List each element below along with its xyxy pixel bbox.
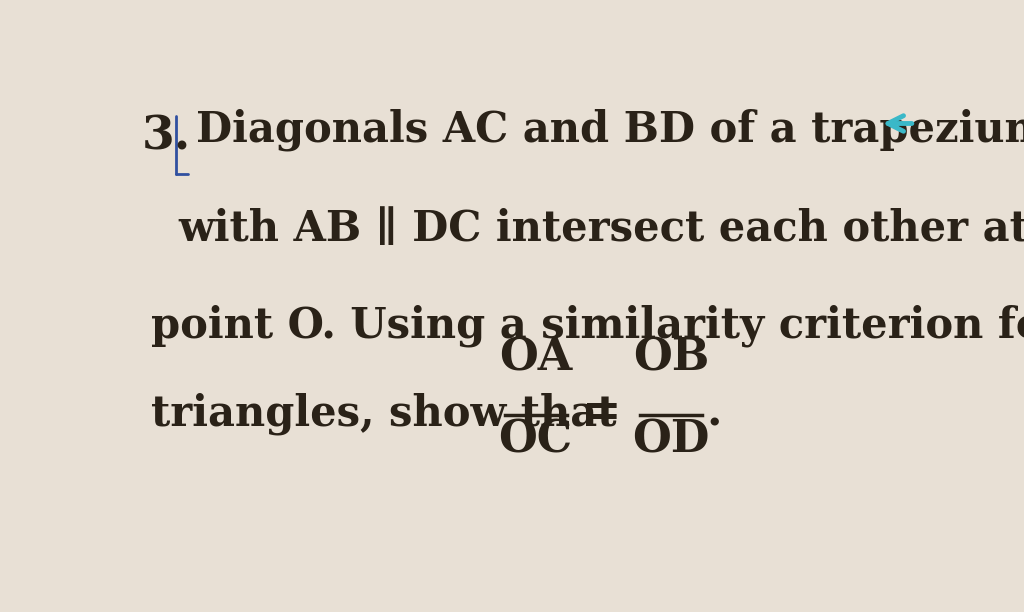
- Text: =: =: [582, 390, 622, 436]
- Text: .: .: [707, 392, 722, 435]
- Text: OD: OD: [633, 419, 710, 461]
- Text: with AB ∥ DC intersect each other at the: with AB ∥ DC intersect each other at the: [178, 208, 1024, 250]
- Text: OC: OC: [499, 419, 572, 461]
- Text: OB: OB: [633, 337, 710, 380]
- Text: triangles, show that: triangles, show that: [152, 393, 631, 436]
- Text: 3.: 3.: [142, 113, 191, 160]
- Text: point O. Using a similarity criterion for two: point O. Using a similarity criterion fo…: [152, 304, 1024, 347]
- Text: Diagonals AC and BD of a trapezium ABCD: Diagonals AC and BD of a trapezium ABCD: [197, 108, 1024, 151]
- Text: OA: OA: [499, 337, 572, 380]
